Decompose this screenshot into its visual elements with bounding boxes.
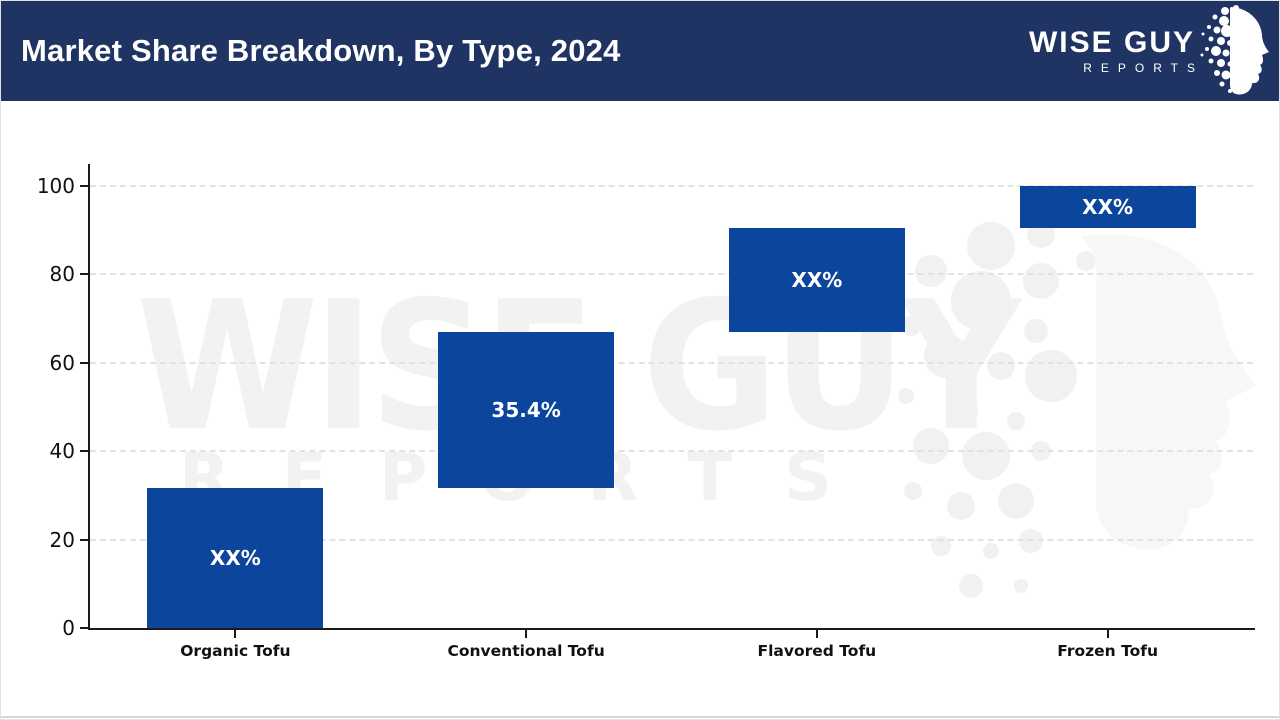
y-tick-mark-80	[80, 273, 88, 276]
y-tick-mark-20	[80, 538, 88, 541]
bar-flavored-tofu	[728, 228, 905, 332]
logo-wordmark-line1: WISE GUY	[1028, 25, 1195, 59]
bar-frozen-tofu	[1019, 186, 1196, 229]
gridline-60	[90, 361, 1253, 364]
y-tick-mark-60	[80, 361, 88, 364]
gridline-100	[90, 185, 1253, 188]
y-tick-label-80: 80	[49, 262, 75, 287]
y-tick-label-100: 100	[36, 174, 75, 199]
watermark-head-dots	[898, 220, 1256, 598]
bar-value-label: XX%	[1082, 195, 1134, 220]
gridline-80	[90, 273, 1253, 276]
y-axis-spine	[88, 164, 90, 630]
bottom-divider	[1, 716, 1279, 718]
category-label-organic-tofu: Organic Tofu	[180, 642, 291, 660]
x-tick-mark	[1106, 630, 1109, 638]
x-tick-mark	[815, 630, 818, 638]
y-tick-mark-40	[80, 450, 88, 453]
gridline-20	[90, 538, 1253, 541]
logo-wordmark: WISE GUY REPORTS	[1028, 25, 1195, 75]
logo-head-icon	[1200, 5, 1269, 95]
x-axis-line	[88, 628, 1255, 630]
category-label-frozen-tofu: Frozen Tofu	[1057, 642, 1159, 660]
logo-wordmark-line2: REPORTS	[1083, 60, 1204, 75]
bar-value-label: XX%	[209, 546, 261, 571]
category-label-conventional-tofu: Conventional Tofu	[447, 642, 605, 660]
bar-value-label: 35.4%	[491, 398, 561, 423]
y-tick-mark-0	[80, 627, 88, 629]
y-tick-label-0: 0	[62, 616, 75, 640]
y-tick-mark-100	[80, 185, 88, 188]
chart-title: Market Share Breakdown, By Type, 2024	[21, 33, 621, 68]
bar-conventional-tofu	[438, 331, 615, 489]
y-tick-label-40: 40	[49, 439, 75, 464]
x-tick-mark	[234, 630, 237, 638]
wise-guy-logo: WISE GUY REPORTS	[1029, 3, 1273, 99]
y-tick-label-20: 20	[49, 527, 75, 552]
bar-value-label: XX%	[791, 268, 843, 292]
gridline-40	[90, 450, 1253, 453]
x-tick-mark	[525, 630, 528, 638]
bar-organic-tofu	[147, 488, 324, 628]
header-band: Market Share Breakdown, By Type, 2024 WI…	[1, 1, 1279, 101]
category-label-flavored-tofu: Flavored Tofu	[757, 642, 877, 660]
y-tick-label-60: 60	[49, 350, 75, 375]
